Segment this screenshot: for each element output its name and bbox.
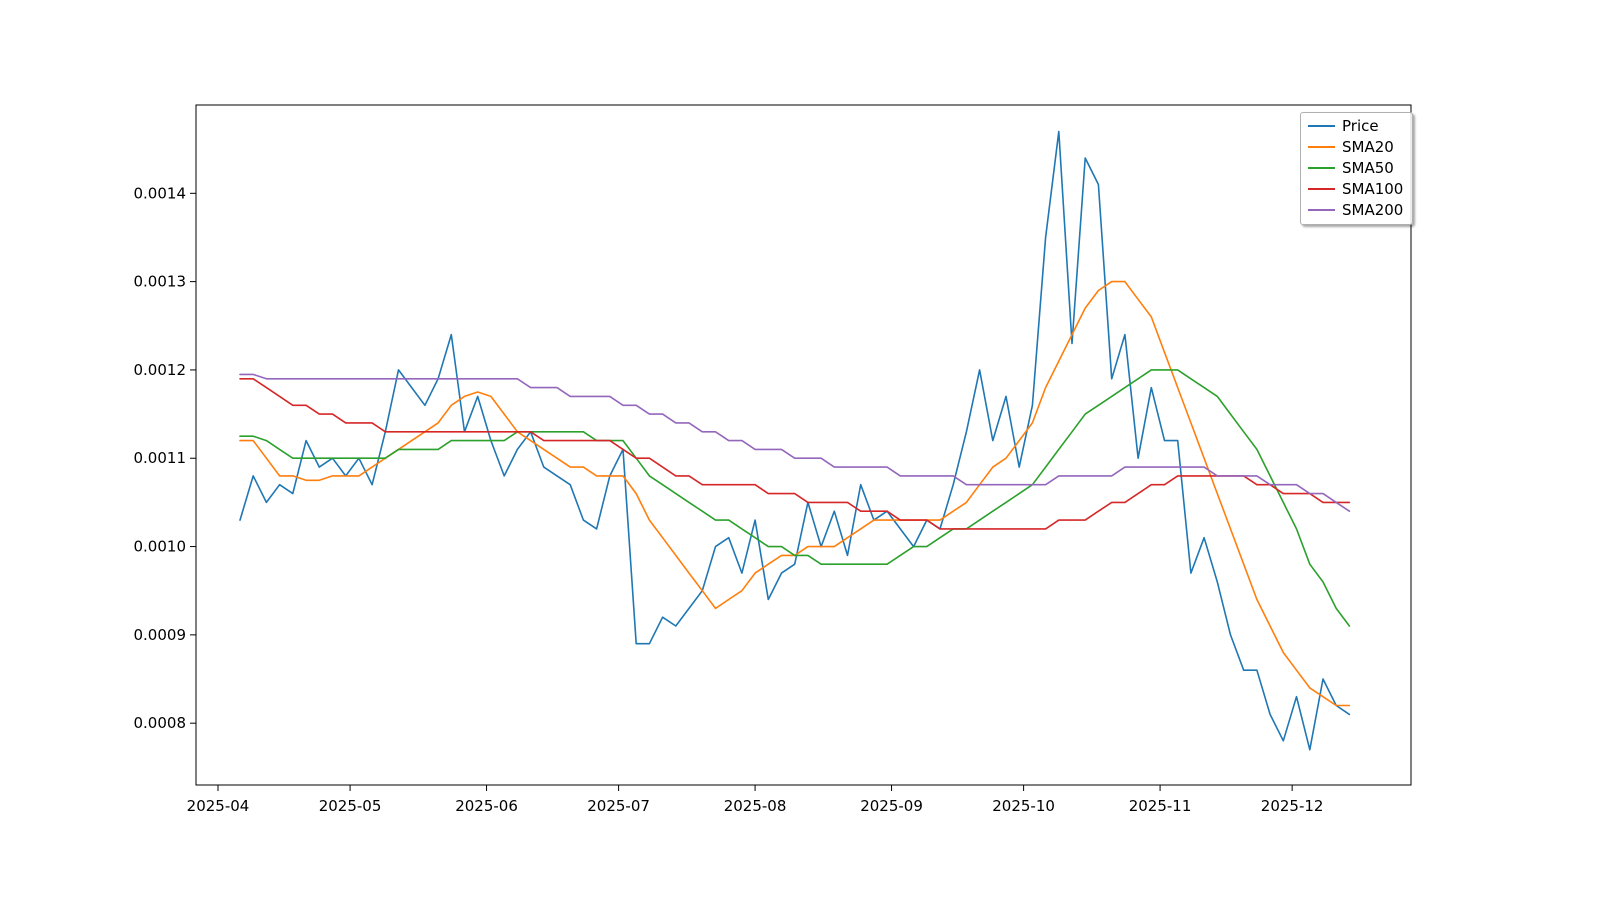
- y-tick-label: 0.0014: [134, 184, 187, 202]
- axes-frame: [195, 104, 1412, 786]
- legend-label-price: Price: [1342, 117, 1379, 135]
- y-tick-label: 0.0008: [134, 714, 187, 732]
- x-tick-label: 2025-10: [992, 797, 1055, 815]
- sma20-line-sample: [1308, 146, 1335, 148]
- legend-label-sma100: SMA100: [1342, 180, 1404, 198]
- legend-item-sma20: SMA20: [1308, 139, 1403, 155]
- y-tick-label: 0.0010: [134, 538, 187, 556]
- sma50-line-sample: [1308, 167, 1335, 169]
- sma100-line-sample: [1308, 188, 1335, 190]
- legend-item-sma50: SMA50: [1308, 160, 1403, 176]
- sma50-line: [239, 369, 1351, 627]
- x-tick-label: 2025-05: [319, 797, 382, 815]
- legend[interactable]: Price SMA20 SMA50 SMA100 SMA200: [1300, 112, 1414, 225]
- y-tick-label: 0.0011: [134, 449, 187, 467]
- x-tick-label: 2025-06: [455, 797, 518, 815]
- x-tick-label: 2025-12: [1261, 797, 1324, 815]
- legend-label-sma50: SMA50: [1342, 159, 1394, 177]
- x-tick-label: 2025-08: [724, 797, 787, 815]
- legend-item-sma100: SMA100: [1308, 181, 1403, 197]
- legend-label-sma20: SMA20: [1342, 138, 1394, 156]
- legend-label-sma200: SMA200: [1342, 201, 1404, 219]
- legend-item-price: Price: [1308, 118, 1403, 134]
- sma200-line-sample: [1308, 209, 1335, 211]
- y-tick-label: 0.0013: [134, 273, 187, 291]
- y-tick-label: 0.0009: [134, 626, 187, 644]
- price-line: [239, 130, 1351, 751]
- x-tick-label: 2025-04: [187, 797, 250, 815]
- x-tick-label: 2025-11: [1129, 797, 1192, 815]
- price-line-sample: [1308, 125, 1335, 127]
- sma100-line: [239, 377, 1351, 530]
- sma200-line: [239, 373, 1351, 513]
- x-tick-label: 2025-07: [587, 797, 650, 815]
- legend-item-sma200: SMA200: [1308, 202, 1403, 218]
- x-tick-label: 2025-09: [860, 797, 923, 815]
- y-tick-label: 0.0012: [134, 361, 187, 379]
